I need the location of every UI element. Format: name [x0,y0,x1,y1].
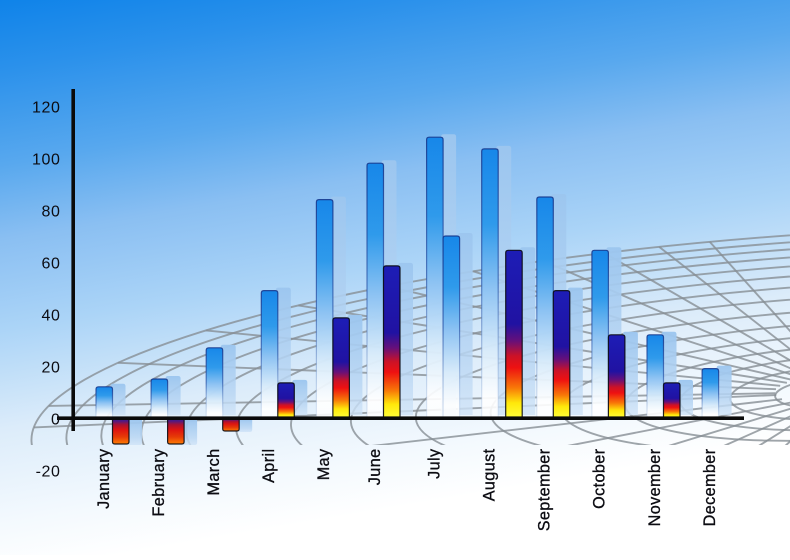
svg-text:0: 0 [51,412,61,429]
svg-text:120: 120 [32,100,61,117]
svg-text:January: January [95,448,113,509]
svg-text:February: February [150,448,168,516]
svg-text:July: July [425,448,443,479]
svg-text:40: 40 [42,308,61,325]
svg-text:December: December [701,448,719,526]
svg-text:-20: -20 [36,464,61,481]
svg-text:60: 60 [42,256,61,273]
svg-text:March: March [205,449,223,496]
svg-text:April: April [260,449,278,483]
svg-text:80: 80 [42,204,61,221]
svg-text:September: September [536,448,554,531]
svg-text:May: May [315,448,333,480]
svg-text:100: 100 [32,152,61,169]
svg-text:August: August [480,448,498,501]
svg-text:June: June [366,449,384,486]
svg-text:October: October [591,448,609,509]
svg-text:20: 20 [42,360,61,377]
svg-text:November: November [646,448,664,526]
